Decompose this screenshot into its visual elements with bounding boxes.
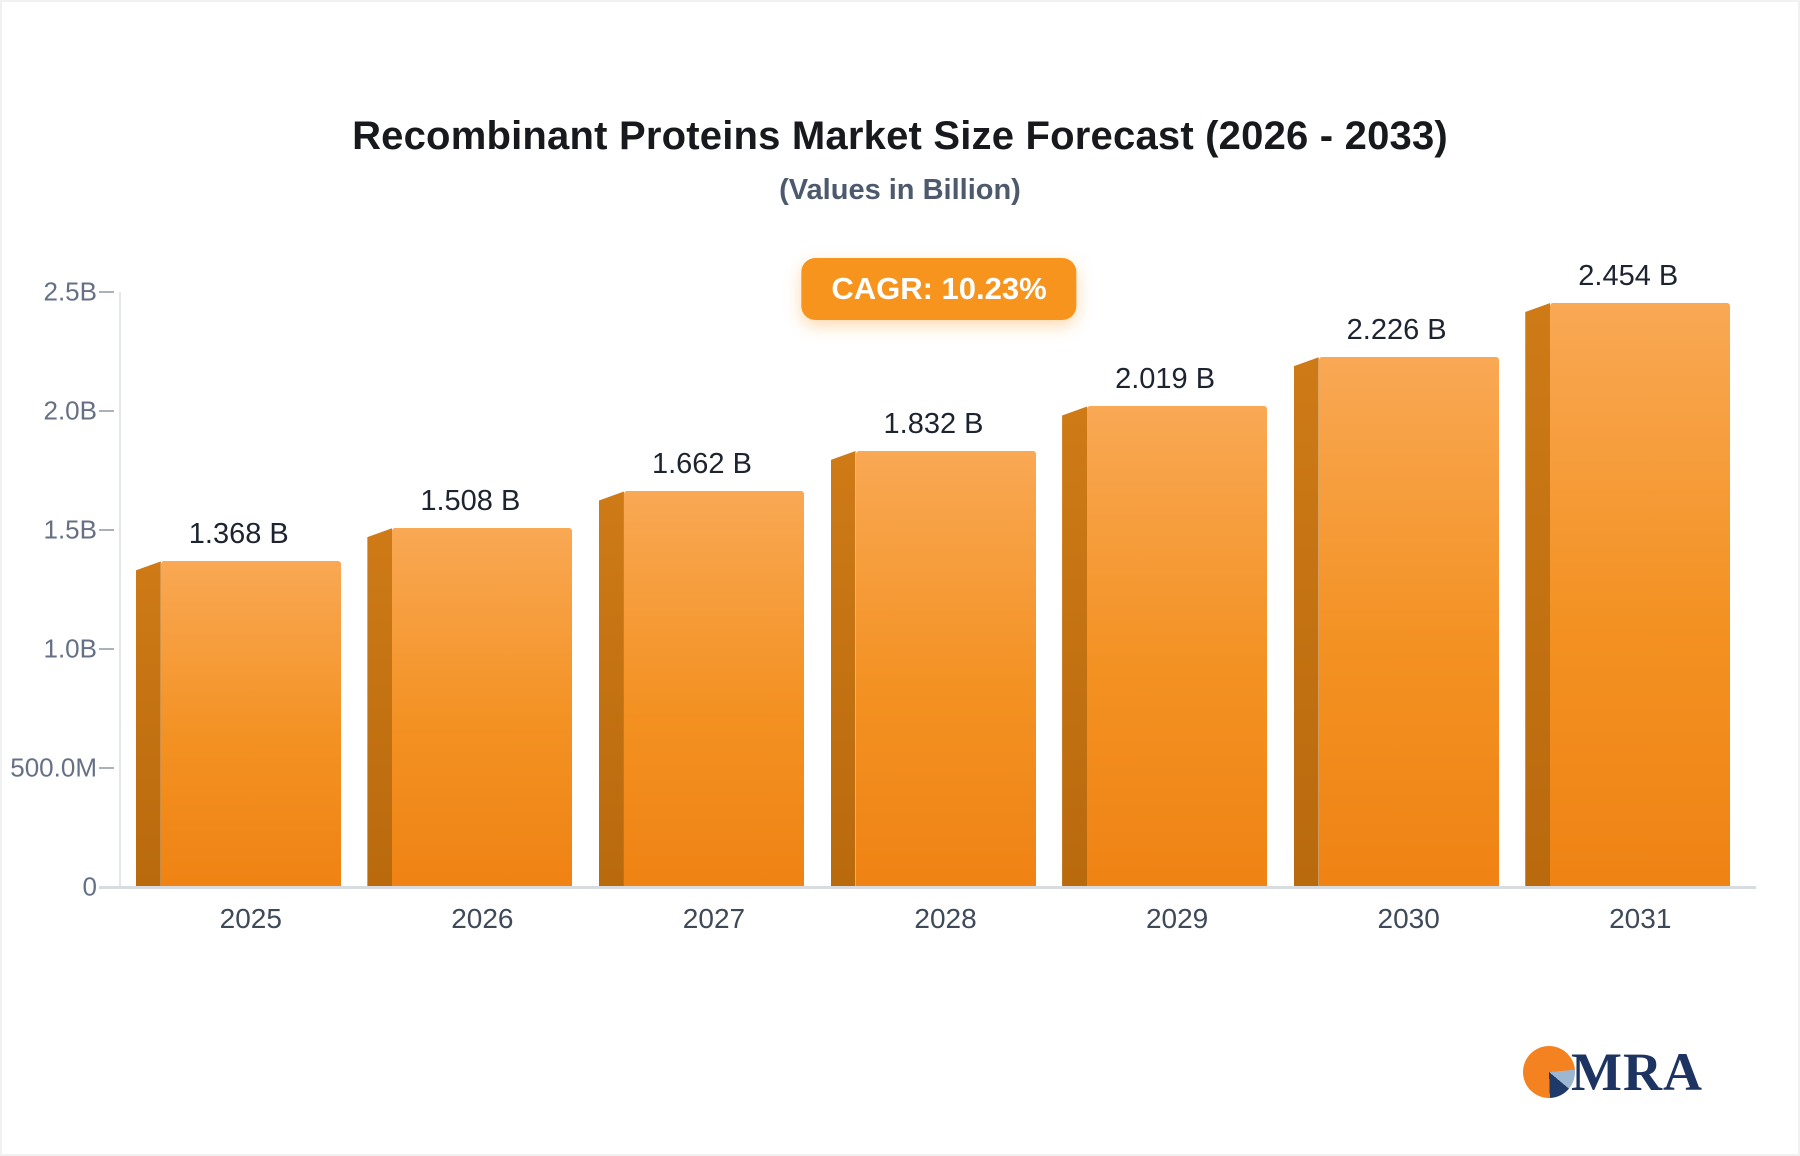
y-tick-mark <box>99 767 114 769</box>
y-tick-mark <box>99 648 114 650</box>
bar-value-label: 2.226 B <box>1346 314 1447 347</box>
bar-value-label: 1.662 B <box>651 448 752 481</box>
bar-side-face <box>1293 357 1319 887</box>
bar-slot: 1.368 B 2025 <box>135 292 367 934</box>
bar-side-face <box>1525 302 1551 887</box>
bar-front-face <box>1318 357 1499 887</box>
bar-value-label: 1.368 B <box>188 518 289 551</box>
bar-slot: 1.832 B 2028 <box>830 292 1062 934</box>
y-tick-label: 1.5B <box>43 514 98 545</box>
bar-front-face <box>1550 302 1731 887</box>
bar-front-face <box>623 491 804 887</box>
y-tick-mark <box>99 410 114 412</box>
bar: 1.832 B <box>830 408 1036 887</box>
y-tick-label: 500.0M <box>10 752 97 783</box>
bar-slot: 2.454 B 2031 <box>1524 260 1756 934</box>
bar: 1.368 B <box>135 518 341 887</box>
bar-value-label: 2.454 B <box>1578 259 1679 292</box>
bar-front-face <box>1087 406 1268 887</box>
bar-slot: 2.019 B 2029 <box>1061 292 1293 934</box>
bar-side-face <box>367 528 393 887</box>
cagr-badge: CAGR: 10.23% <box>801 258 1077 320</box>
chart-title: Recombinant Proteins Market Size Forecas… <box>352 114 1448 158</box>
bar-side-face <box>598 491 624 887</box>
logo: MRA <box>1523 1045 1703 1099</box>
plot-area: 0 500.0M 1.0B 1.5B 2.0B 2.5B 1.368 B 2025 1.508… <box>10 260 1756 934</box>
x-axis-label: 2026 <box>451 903 514 934</box>
bar: 2.019 B <box>1062 363 1268 887</box>
x-axis-label: 2030 <box>1377 903 1440 934</box>
x-axis-label: 2029 <box>1145 903 1209 934</box>
bar: 2.454 B <box>1525 260 1731 887</box>
bar: 1.508 B <box>367 485 573 887</box>
bar-slot: 2.226 B 2030 <box>1293 292 1525 934</box>
y-tick-label: 1.0B <box>43 633 98 664</box>
bar-side-face <box>135 561 161 887</box>
logo-pie-icon <box>1523 1046 1576 1098</box>
x-axis-label: 2031 <box>1609 903 1672 934</box>
bar-value-label: 1.832 B <box>883 407 984 440</box>
y-tick-label: 2.0B <box>43 395 98 426</box>
bar-front-face <box>392 528 573 887</box>
bar-value-label: 2.019 B <box>1115 363 1216 396</box>
x-axis-line <box>99 886 1756 889</box>
y-tick-mark <box>99 291 114 293</box>
bar-slot: 1.508 B 2026 <box>367 292 599 934</box>
bar-value-label: 1.508 B <box>420 485 521 518</box>
y-tick-label: 0 <box>82 871 97 902</box>
x-axis-label: 2025 <box>219 903 282 934</box>
x-axis-label: 2027 <box>682 903 746 934</box>
bar-slot: 1.662 B 2027 <box>598 292 830 934</box>
logo-text: MRA <box>1571 1042 1703 1102</box>
y-tick-mark <box>99 529 114 531</box>
x-axis-label: 2028 <box>914 903 977 934</box>
bar-side-face <box>1062 406 1088 887</box>
chart-subtitle: (Values in Billion) <box>779 174 1021 206</box>
bar-front-face <box>160 561 341 887</box>
y-tick-label: 2.5B <box>43 276 98 307</box>
bar: 2.226 B <box>1293 314 1499 887</box>
bar-side-face <box>830 450 856 887</box>
bars-row: 1.368 B 2025 1.508 B 2026 1.662 B 2027 1.832 B… <box>135 260 1756 934</box>
bar-front-face <box>855 450 1036 887</box>
bar: 1.662 B <box>598 448 804 887</box>
